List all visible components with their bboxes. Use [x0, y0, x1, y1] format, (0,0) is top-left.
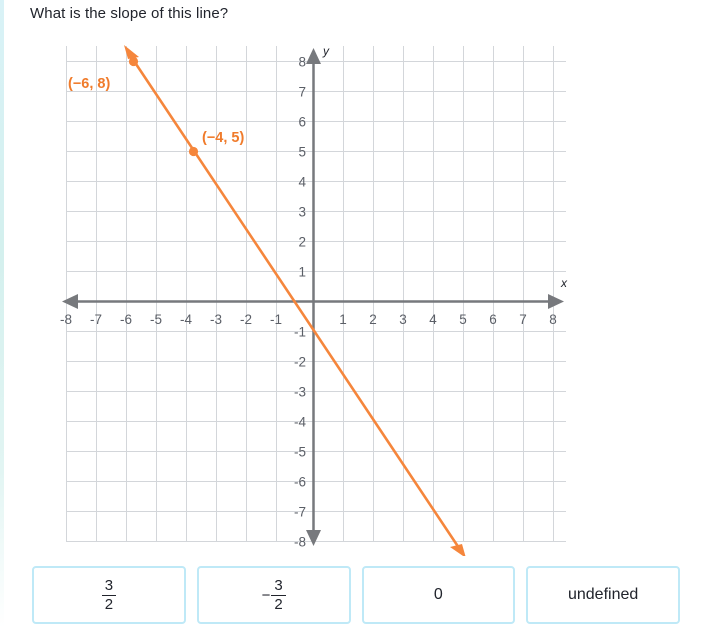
fraction-stack: 3 2 [101, 577, 117, 613]
y-tick-label: 2 [298, 235, 306, 250]
x-tick-label: -8 [60, 312, 72, 327]
fraction-stack: 3 2 [271, 577, 286, 613]
y-tick-label: -8 [294, 535, 306, 550]
x-tick-label: 8 [549, 312, 557, 327]
x-tick-labels: -8 -7 -6 -5 -4 -3 -2 -1 1 2 3 4 5 6 7 8 [60, 312, 557, 327]
y-tick-label: -2 [294, 355, 306, 370]
line-arrow-upper [124, 45, 139, 59]
y-tick-labels: 8 7 6 5 4 3 2 1 -1 -2 -3 -4 -5 -6 -7 -8 [294, 55, 307, 550]
x-tick-label: 5 [459, 312, 467, 327]
y-tick-label: -6 [294, 475, 306, 490]
x-tick-label: -3 [210, 312, 222, 327]
point-marker-lower [188, 146, 199, 157]
y-tick-label: -5 [294, 445, 306, 460]
x-tick-label: -4 [180, 312, 192, 327]
point-labels: (−6, 8) (−4, 5) [68, 76, 244, 146]
answer-choices: 3 2 − 3 2 0 undefined [32, 566, 680, 624]
y-tick-label: 3 [298, 205, 306, 220]
answer-choice-d-label: undefined [567, 586, 639, 603]
y-tick-label: 6 [298, 115, 306, 130]
x-tick-label: -2 [240, 312, 252, 327]
x-axis: x [62, 276, 568, 309]
plotted-line [124, 45, 466, 556]
fraction-numerator: 3 [101, 577, 117, 596]
y-tick-label: 5 [298, 145, 306, 160]
x-axis-label: x [560, 276, 568, 290]
grid-lines [66, 46, 566, 542]
x-tick-label: -7 [90, 312, 102, 327]
y-tick-label: 8 [298, 55, 306, 70]
x-tick-label: 4 [429, 312, 437, 327]
y-tick-label: 7 [298, 85, 306, 100]
y-axis-label: y [322, 44, 330, 58]
coordinate-graph: x y -8 -7 -6 -5 -4 -3 -2 -1 1 2 3 4 5 6 … [0, 36, 703, 556]
left-accent-strip [0, 0, 4, 628]
x-tick-label: -1 [270, 312, 282, 327]
answer-choice-c-label: 0 [433, 586, 443, 603]
y-tick-label: 1 [298, 265, 306, 280]
point-label-upper: (−6, 8) [68, 76, 110, 92]
y-tick-label: -7 [294, 505, 306, 520]
answer-choice-a[interactable]: 3 2 [32, 566, 186, 624]
answer-choice-c[interactable]: 0 [361, 566, 516, 624]
x-tick-label: 7 [519, 312, 527, 327]
line-arrow-lower [450, 544, 466, 556]
fraction-sign: − [261, 586, 271, 604]
y-tick-label: 4 [298, 175, 306, 190]
point-marker-upper [128, 56, 139, 67]
question-prompt: What is the slope of this line? [30, 5, 229, 22]
fraction-denominator: 2 [274, 595, 283, 613]
y-tick-label: -4 [294, 415, 306, 430]
graph-svg: x y -8 -7 -6 -5 -4 -3 -2 -1 1 2 3 4 5 6 … [60, 44, 568, 556]
y-tick-label: -1 [294, 325, 306, 340]
fraction-denominator: 2 [104, 595, 114, 613]
y-axis: y [306, 44, 330, 546]
x-tick-label: 1 [339, 312, 347, 327]
x-tick-label: 6 [489, 312, 497, 327]
answer-choice-b[interactable]: − 3 2 [196, 566, 351, 624]
x-tick-label: -5 [150, 312, 162, 327]
fraction-negative-three-halves: − 3 2 [261, 577, 286, 613]
x-tick-label: 2 [369, 312, 377, 327]
x-tick-label: 3 [399, 312, 407, 327]
fraction-numerator: 3 [271, 577, 286, 596]
x-tick-label: -6 [120, 312, 132, 327]
point-label-lower: (−4, 5) [202, 130, 244, 146]
y-tick-label: -3 [294, 385, 306, 400]
fraction-three-halves: 3 2 [101, 577, 117, 613]
line-segment [126, 50, 463, 553]
answer-choice-d[interactable]: undefined [526, 566, 680, 624]
